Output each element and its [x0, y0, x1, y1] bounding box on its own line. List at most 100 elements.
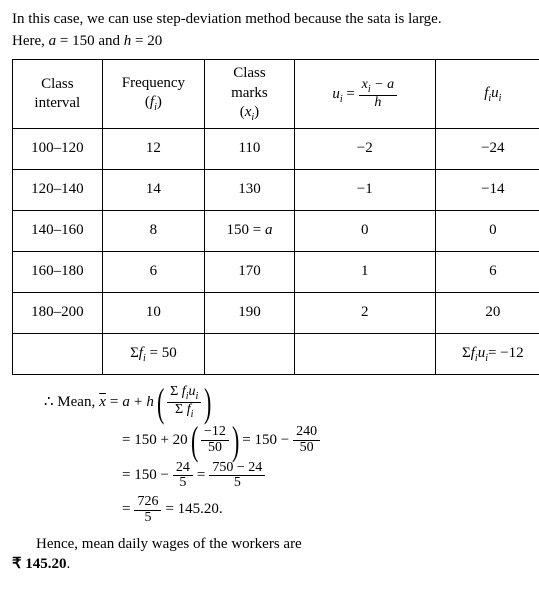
intro-line-2: Here, a = 150 and h = 20 — [12, 32, 539, 52]
f1n-ui: i — [195, 391, 198, 402]
hdr-c3a: Class — [233, 65, 266, 81]
mean-line-3: = 150 − 24 5 = 750 − 24 5 — [12, 461, 539, 491]
header-class-marks: Class marks (xi) — [205, 60, 295, 129]
cell-f: 6 — [102, 252, 204, 293]
cell-u: −1 — [294, 170, 435, 211]
mean-frac-4: 24 5 — [173, 461, 193, 491]
header-u: ui = xi − ah — [294, 60, 435, 129]
cell-interval: 100–120 — [13, 129, 103, 170]
hdr-c5-ui: i — [499, 93, 502, 104]
ml2-num2: 240 — [293, 425, 320, 441]
cell-x: 150 = a — [205, 211, 295, 252]
hdr-c1b: interval — [34, 95, 80, 111]
cell-empty — [13, 334, 103, 375]
cell-fu: 20 — [435, 293, 539, 334]
cell-u: 1 — [294, 252, 435, 293]
ml4-b: = 145.20. — [165, 500, 222, 520]
hdr-c4-eq: = — [343, 85, 359, 101]
mean-line-1: ∴ Mean, x = a + h ( Σ fiui Σ fi ) — [12, 385, 539, 421]
ml2-a: = 150 + 20 — [122, 431, 188, 451]
cell-fu: 6 — [435, 252, 539, 293]
ml3-den: 5 — [173, 476, 193, 491]
cell-empty — [294, 334, 435, 375]
cell-interval: 140–160 — [13, 211, 103, 252]
cell-x: 110 — [205, 129, 295, 170]
hdr-c2b-post: ) — [157, 94, 162, 110]
ml2-den: 50 — [201, 441, 229, 456]
mean-plus: + — [134, 393, 142, 413]
cell-u: −2 — [294, 129, 435, 170]
cell-f: 8 — [102, 211, 204, 252]
intro-a-val: = 150 and — [56, 33, 124, 49]
sumf-val: = 50 — [146, 345, 177, 361]
table-row: 160–180 6 170 1 6 — [13, 252, 539, 293]
mean-h: h — [146, 393, 154, 413]
table-header-row: Class interval Frequency (fi) Class mark… — [13, 60, 539, 129]
paren-close: ) — [204, 387, 211, 419]
hdr-c4-u: u — [332, 85, 340, 101]
ml2-b: = 150 − — [242, 431, 289, 451]
cell-fu: −24 — [435, 129, 539, 170]
cell-sum-f: Σfi = 50 — [102, 334, 204, 375]
intro-h-val: = 20 — [131, 33, 162, 49]
sumf-sigma: Σ — [130, 345, 139, 361]
f1d-sig: Σ — [175, 402, 187, 417]
ml4-a: = — [122, 500, 130, 520]
sumfu-val: = −12 — [488, 345, 524, 361]
table-row: 120–140 14 130 −1 −14 — [13, 170, 539, 211]
hdr-c3c-post: ) — [254, 104, 259, 120]
mean-line-2: = 150 + 20 ( −12 50 ) = 150 − 240 50 — [12, 425, 539, 457]
cell-x: 130 — [205, 170, 295, 211]
cell-fu: 0 — [435, 211, 539, 252]
f1n-sig: Σ — [170, 384, 182, 399]
paren-open: ( — [191, 425, 198, 457]
hdr-c2a: Frequency — [122, 75, 185, 91]
intro-text: In this case, we can use step-deviation … — [12, 10, 539, 51]
conclusion: Hence, mean daily wages of the workers a… — [12, 535, 539, 574]
mean-eq: = — [110, 393, 118, 413]
frequency-table: Class interval Frequency (fi) Class mark… — [12, 59, 539, 375]
mean-frac-5: 750 − 24 5 — [209, 461, 265, 491]
header-fu: fiui — [435, 60, 539, 129]
paren-open: ( — [157, 387, 164, 419]
hdr-c1a: Class — [41, 76, 74, 92]
header-class-interval: Class interval — [13, 60, 103, 129]
table-row: 180–200 10 190 2 20 — [13, 293, 539, 334]
mean-frac-6: 726 5 — [134, 495, 161, 525]
hdr-c4-num-rest: − a — [371, 77, 394, 92]
conclusion-text: Hence, mean daily wages of the workers a… — [36, 536, 302, 552]
mean-derivation: ∴ Mean, x = a + h ( Σ fiui Σ fi ) = 150 … — [12, 385, 539, 525]
ml4-num: 726 — [134, 495, 161, 511]
mean-xbar: x — [99, 393, 106, 413]
mean-frac-3: 240 50 — [293, 425, 320, 455]
conclusion-amount: 145.20 — [25, 556, 66, 572]
mean-a: a — [122, 393, 130, 413]
cell-f: 14 — [102, 170, 204, 211]
ml4-den: 5 — [134, 511, 161, 526]
ml2-den2: 50 — [293, 441, 320, 456]
cell-f: 10 — [102, 293, 204, 334]
cell-x-150a: 150 = a — [226, 222, 272, 238]
cell-interval: 180–200 — [13, 293, 103, 334]
paren-close: ) — [232, 425, 239, 457]
cell-interval: 120–140 — [13, 170, 103, 211]
cell-u: 2 — [294, 293, 435, 334]
mean-line-4: = 726 5 = 145.20. — [12, 495, 539, 525]
mean-therefore: ∴ Mean, — [44, 393, 95, 413]
table-row: 140–160 8 150 = a 0 0 — [13, 211, 539, 252]
ml3-num2: 750 − 24 — [209, 461, 265, 477]
conclusion-rs: ₹ — [12, 556, 25, 572]
table-row: 100–120 12 110 −2 −24 — [13, 129, 539, 170]
ml3-den2: 5 — [209, 476, 265, 491]
ml2-num: −12 — [201, 425, 229, 441]
cell-interval: 160–180 — [13, 252, 103, 293]
hdr-c4-den: h — [359, 96, 397, 111]
hdr-c3b: marks — [231, 85, 268, 101]
hdr-c5-u: u — [491, 85, 499, 101]
ml3-a: = 150 − — [122, 466, 169, 486]
cell-x: 170 — [205, 252, 295, 293]
cell-f: 12 — [102, 129, 204, 170]
sumfu-sigma: Σ — [462, 345, 471, 361]
conclusion-period: . — [67, 556, 71, 572]
cell-x: 190 — [205, 293, 295, 334]
